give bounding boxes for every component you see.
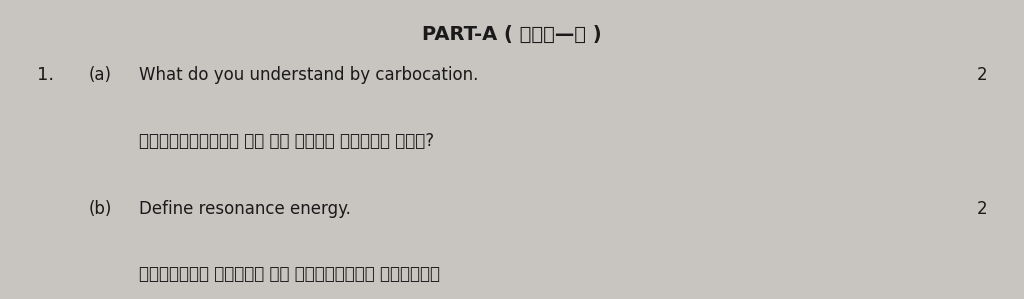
Text: Define resonance energy.: Define resonance energy. xyxy=(139,200,351,218)
Text: 2: 2 xyxy=(977,200,987,218)
Text: PART-A ( भाग—अ ): PART-A ( भाग—अ ) xyxy=(422,25,602,43)
Text: 1.: 1. xyxy=(37,66,54,84)
Text: कार्बधनायन से आप क्या समझते हैं?: कार्बधनायन से आप क्या समझते हैं? xyxy=(139,132,434,150)
Text: What do you understand by carbocation.: What do you understand by carbocation. xyxy=(139,66,478,84)
Text: 2: 2 xyxy=(977,66,987,84)
Text: (a): (a) xyxy=(88,66,112,84)
Text: अनुनादी ऊर्जा को परिभाषित कीजिए।: अनुनादी ऊर्जा को परिभाषित कीजिए। xyxy=(139,265,440,283)
Text: (b): (b) xyxy=(88,200,112,218)
